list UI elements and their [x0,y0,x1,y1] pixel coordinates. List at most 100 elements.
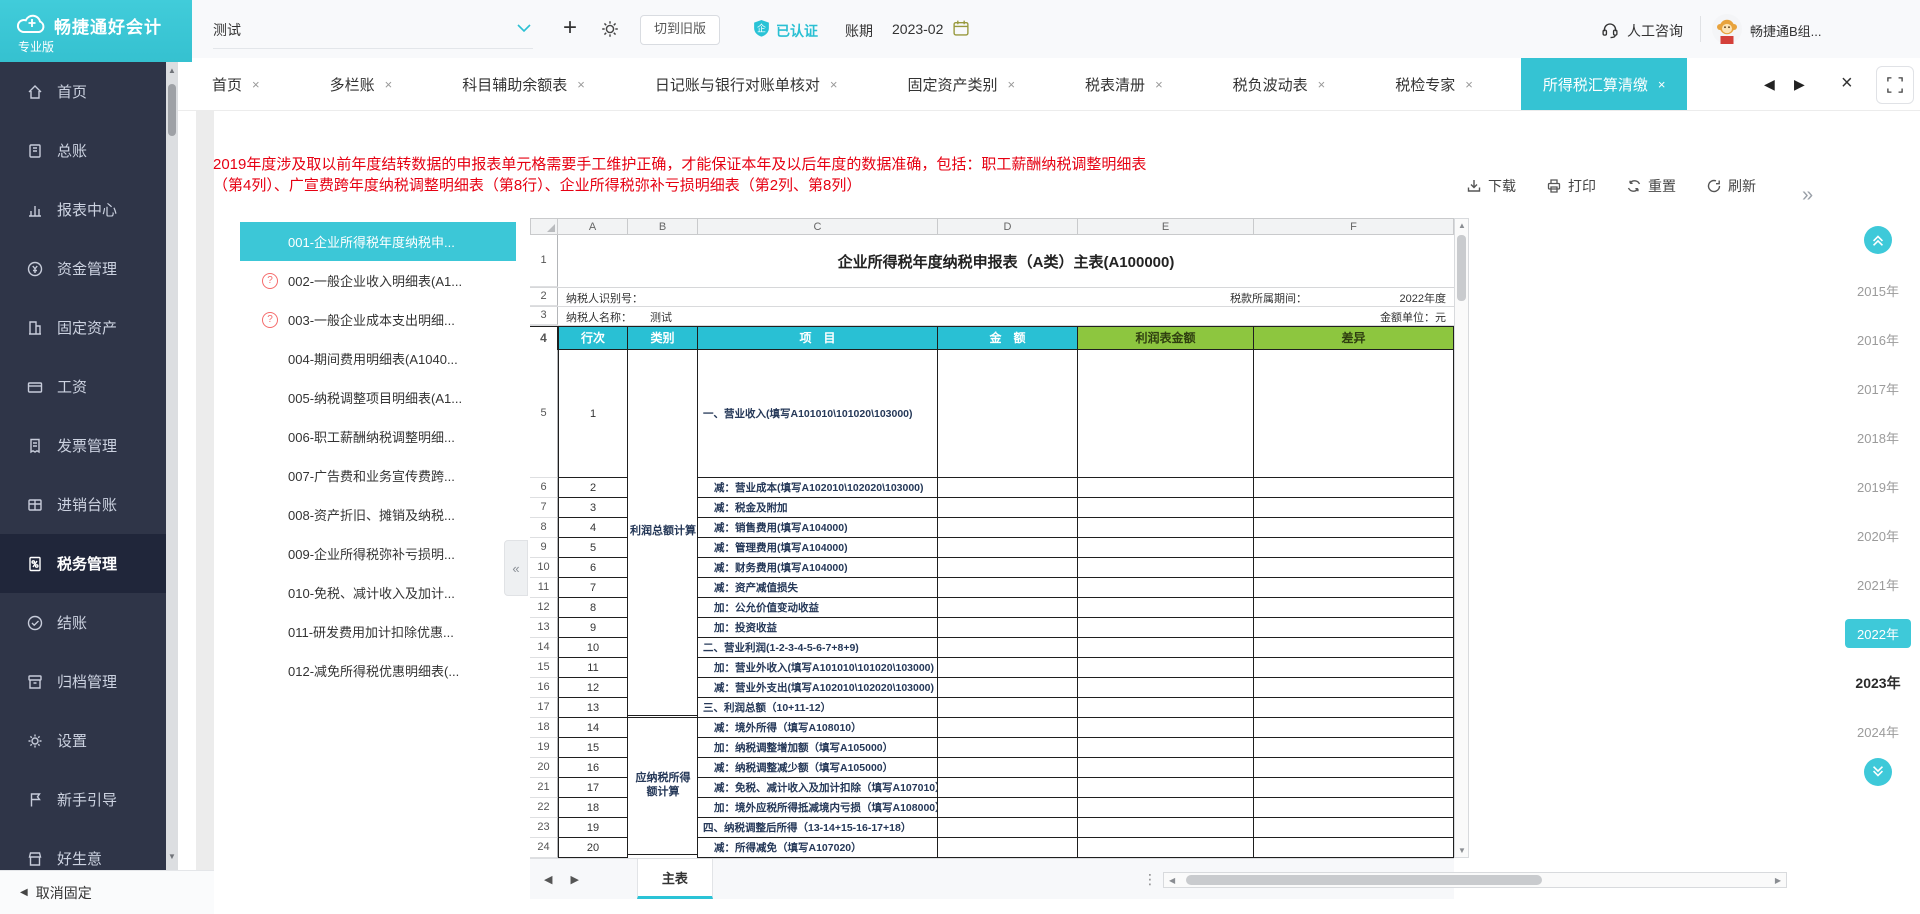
sidebar-item-haoshengyi[interactable]: 好生意 [0,829,166,870]
form-item-006[interactable]: 006-职工薪酬纳税调整明细... [288,430,455,445]
horizontal-scroll-thumb[interactable] [1186,875,1542,885]
scroll-up-icon[interactable]: ▲ [1458,221,1466,230]
tab-income-tax-settlement[interactable]: 所得税汇算清缴 × [1520,58,1688,110]
year-item-2018[interactable]: 2018年 [1857,431,1899,446]
year-item-2019[interactable]: 2019年 [1857,480,1899,495]
tab-scroll-left-icon[interactable]: ◀ [1764,76,1775,92]
sidebar-item-report-center[interactable]: 报表中心 [0,180,166,239]
select-all-cell[interactable] [530,218,558,235]
scroll-right-icon[interactable]: ▶ [1774,876,1781,885]
tab-fixed-asset-category[interactable]: 固定资产类别 × [907,76,1016,94]
year-item-2017[interactable]: 2017年 [1857,382,1899,397]
row-number[interactable]: 1 [530,235,558,287]
collapse-panel-button[interactable]: « [504,540,528,596]
year-scroll-down-button[interactable] [1864,758,1892,786]
col-header-f[interactable]: F [1254,218,1454,235]
tab-close-icon[interactable]: × [252,76,260,92]
row-number[interactable]: 4 [530,326,558,350]
tab-close-icon[interactable]: × [829,76,838,92]
company-selector[interactable]: 测试 [213,22,241,38]
expand-right-panel-icon[interactable]: » [1802,184,1814,206]
calendar-icon[interactable] [952,19,970,37]
sidebar-item-archive[interactable]: 归档管理 [0,652,166,711]
form-item-008[interactable]: 008-资产折旧、摊销及纳税... [288,508,455,523]
row-number[interactable]: 3 [530,307,558,325]
scroll-left-icon[interactable]: ◀ [1169,876,1176,885]
tab-close-icon[interactable]: × [1657,76,1666,92]
download-button[interactable]: 下载 [1466,176,1516,196]
year-item-2015[interactable]: 2015年 [1857,284,1899,299]
sidebar-unpin-bar[interactable]: ◀ 取消固定 [0,870,214,914]
tab-tax-expert[interactable]: 税检专家 × [1395,76,1473,94]
chevron-down-icon[interactable] [516,22,532,34]
avatar[interactable] [1712,14,1742,44]
print-button[interactable]: 打印 [1546,176,1596,196]
username[interactable]: 畅捷通B组... [1750,24,1822,39]
switch-old-version-button[interactable]: 切到旧版 [640,15,720,45]
tab-close-icon[interactable]: × [577,76,585,92]
sheet-tab-main[interactable]: 主表 [636,859,713,899]
col-header-a[interactable]: A [558,218,628,235]
sidebar-item-beginner-guide[interactable]: 新手引导 [0,770,166,829]
refresh-button[interactable]: 刷新 [1706,176,1756,196]
tab-scroll-right-icon[interactable]: ▶ [1794,76,1805,92]
sidebar-item-fixed-assets[interactable]: 固定资产 [0,298,166,357]
form-item-012[interactable]: 012-减免所得税优惠明细表(... [288,664,460,679]
fullscreen-icon[interactable] [1876,66,1914,104]
tab-tax-form-list[interactable]: 税表清册 × [1085,76,1163,94]
tab-tax-burden[interactable]: 税负波动表 × [1232,76,1326,94]
col-header-b[interactable]: B [628,218,698,235]
sidebar-scroll-thumb[interactable] [168,84,176,136]
sidebar-item-general-ledger[interactable]: 总账 [0,121,166,180]
sidebar-item-purchase-sale-ledger[interactable]: 进销台账 [0,475,166,534]
year-item-2020[interactable]: 2020年 [1857,529,1899,544]
form-item-010[interactable]: 010-免税、减计收入及加计... [288,586,455,601]
sheet-tab-prev-icon[interactable]: ◀ [544,873,553,886]
scroll-down-icon[interactable]: ▼ [1458,846,1466,855]
form-item-011[interactable]: 011-研发费用加计扣除优惠... [288,625,454,640]
reset-button[interactable]: 重置 [1626,176,1676,196]
tab-multi-column[interactable]: 多栏账 × [329,76,393,94]
form-item-003[interactable]: ? 003-一般企业成本支出明细... [240,300,516,339]
tab-close-icon[interactable]: × [384,76,393,92]
year-scroll-up-button[interactable] [1864,226,1892,254]
sheet-tab-next-icon[interactable]: ▶ [570,873,579,886]
form-item-005[interactable]: 005-纳税调整项目明细表(A1... [288,391,463,406]
tab-close-icon[interactable]: × [1317,76,1326,92]
year-item-2021[interactable]: 2021年 [1857,578,1899,593]
sidebar-item-home[interactable]: 首页 [0,62,166,121]
tab-home[interactable]: 首页 × [212,76,260,94]
tab-close-icon[interactable]: × [1155,76,1163,92]
sidebar-item-invoices[interactable]: 发票管理 [0,416,166,475]
tab-subject-balance[interactable]: 科目辅助余额表 × [462,76,585,94]
year-item-2016[interactable]: 2016年 [1857,333,1899,348]
close-all-tabs-icon[interactable]: × [1841,72,1853,94]
row-number[interactable]: 2 [530,288,558,306]
sheet-title[interactable]: 企业所得税年度纳税申报表（A类）主表(A100000) [837,253,1175,271]
support-link[interactable]: 人工咨询 [1627,23,1683,39]
horizontal-scrollbar[interactable]: ◀ ▶ [1163,872,1787,888]
vertical-scroll-thumb[interactable] [1457,235,1466,301]
sidebar-item-funds[interactable]: 资金管理 [0,239,166,298]
sidebar-item-salary[interactable]: 工资 [0,357,166,416]
vertical-scrollbar[interactable]: ▲ ▼ [1454,218,1469,858]
col-header-e[interactable]: E [1078,218,1254,235]
sidebar-item-closing[interactable]: 结账 [0,593,166,652]
year-item-2023[interactable]: 2023年 [1855,674,1901,691]
col-header-c[interactable]: C [698,218,938,235]
year-item-2024[interactable]: 2024年 [1857,725,1899,740]
tab-journal-bank-check[interactable]: 日记账与银行对账单核对 × [654,76,838,94]
period-value[interactable]: 2023-02 [892,21,944,37]
more-options-icon[interactable]: ⋮ [1142,870,1157,887]
form-item-002[interactable]: ? 002-一般企业收入明细表(A1... [240,261,516,300]
sidebar-scrollbar[interactable] [166,62,178,870]
form-item-001[interactable]: 001-企业所得税年度纳税申... [240,222,516,261]
form-item-004[interactable]: 004-期间费用明细表(A1040... [288,352,458,367]
form-item-007[interactable]: 007-广告费和业务宣传费跨... [288,469,455,484]
headset-icon[interactable] [1600,19,1620,39]
add-account-button[interactable]: + [563,14,578,41]
sidebar-scroll-down-icon[interactable]: ▼ [168,852,176,861]
year-item-2022-selected[interactable]: 2022年 [1836,609,1920,658]
tab-close-icon[interactable]: × [1465,76,1473,92]
gear-icon[interactable] [600,19,620,39]
